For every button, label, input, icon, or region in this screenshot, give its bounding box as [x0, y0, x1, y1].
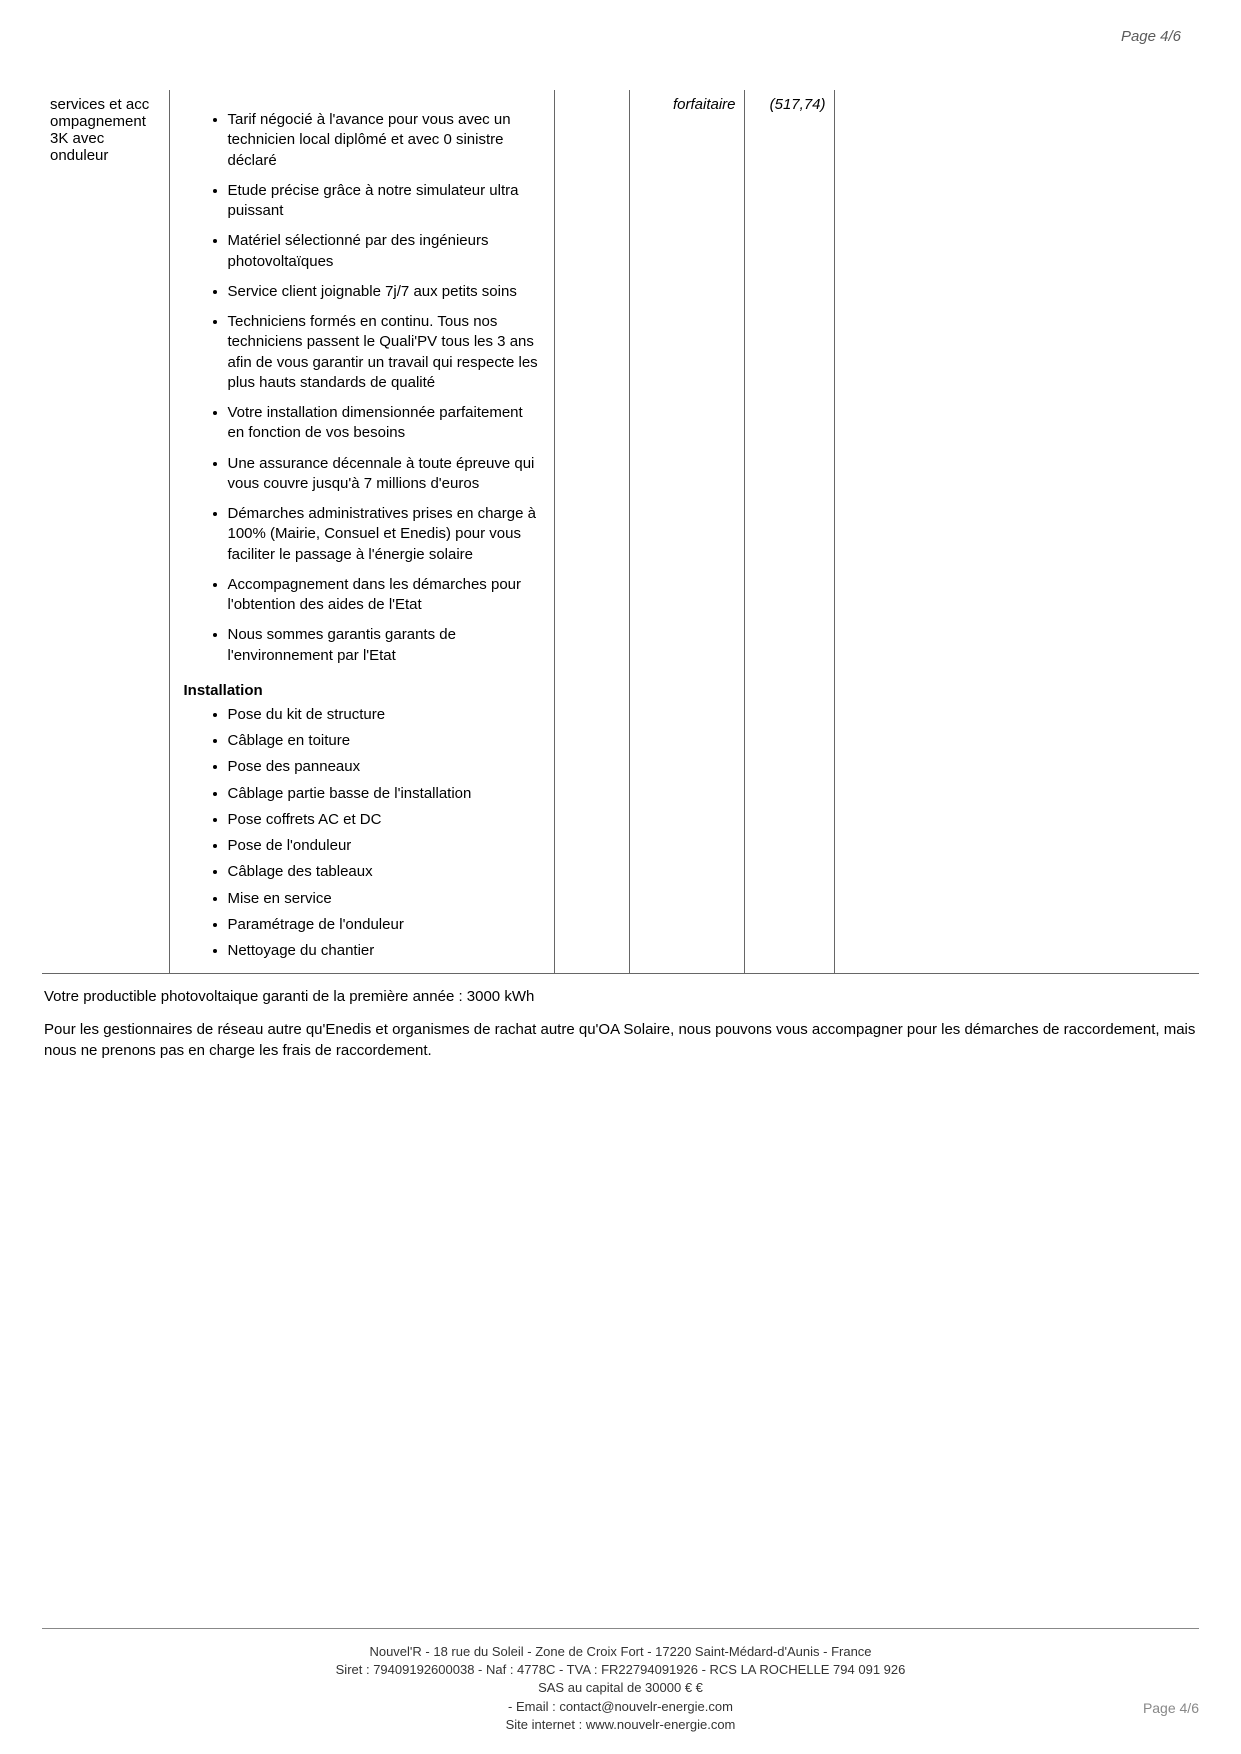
list-item: Démarches administratives prises en char… — [228, 504, 546, 565]
list-item: Matériel sélectionné par des ingénieurs … — [228, 231, 546, 272]
page-number-top: Page 4/6 — [1121, 28, 1181, 45]
list-item: Pose des panneaux — [228, 757, 546, 777]
list-item: Etude précise grâce à notre simulateur u… — [228, 181, 546, 222]
last-cell — [834, 90, 1199, 974]
note-line-1: Votre productible photovoltaique garanti… — [44, 986, 1199, 1007]
content-area: services et acc ompagnement 3K avec ondu… — [42, 90, 1199, 1073]
row-label-cell: services et acc ompagnement 3K avec ondu… — [42, 90, 169, 974]
list-item: Paramétrage de l'onduleur — [228, 915, 546, 935]
notes-section: Votre productible photovoltaique garanti… — [42, 986, 1199, 1061]
list-item: Nettoyage du chantier — [228, 941, 546, 961]
price-cell: (517,74) — [744, 90, 834, 974]
services-table: services et acc ompagnement 3K avec ondu… — [42, 90, 1199, 974]
installation-heading: Installation — [178, 682, 546, 699]
list-item: Accompagnement dans les démarches pour l… — [228, 575, 546, 616]
installation-bullet-list: Pose du kit de structure Câblage en toitu… — [178, 705, 546, 962]
footer-capital: SAS au capital de 30000 € € — [42, 1679, 1199, 1697]
description-content: Tarif négocié à l'avance pour vous avec … — [178, 110, 546, 961]
list-item: Câblage en toiture — [228, 731, 546, 751]
page-number-bottom: Page 4/6 — [1143, 1700, 1199, 1716]
list-item: Mise en service — [228, 889, 546, 909]
list-item: Pose du kit de structure — [228, 705, 546, 725]
main-bullet-list: Tarif négocié à l'avance pour vous avec … — [178, 110, 546, 666]
list-item: Tarif négocié à l'avance pour vous avec … — [228, 110, 546, 171]
footer-text-block: Nouvel'R - 18 rue du Soleil - Zone de Cr… — [42, 1643, 1199, 1734]
list-item: Câblage des tableaux — [228, 862, 546, 882]
row-label: services et acc ompagnement 3K avec ondu… — [50, 96, 149, 164]
list-item: Câblage partie basse de l'installation — [228, 784, 546, 804]
unit-text: forfaitaire — [673, 96, 736, 113]
page-header: Page 4/6 — [1121, 28, 1181, 45]
unit-cell: forfaitaire — [629, 90, 744, 974]
table-row: services et acc ompagnement 3K avec ondu… — [42, 90, 1199, 974]
blank-cell — [554, 90, 629, 974]
list-item: Pose de l'onduleur — [228, 836, 546, 856]
description-cell: Tarif négocié à l'avance pour vous avec … — [169, 90, 554, 974]
list-item: Techniciens formés en continu. Tous nos … — [228, 312, 546, 393]
footer-registration: Siret : 79409192600038 - Naf : 4778C - T… — [42, 1661, 1199, 1679]
list-item: Pose coffrets AC et DC — [228, 810, 546, 830]
footer-divider — [42, 1628, 1199, 1629]
list-item: Votre installation dimensionnée parfaite… — [228, 403, 546, 444]
list-item: Nous sommes garantis garants de l'enviro… — [228, 625, 546, 666]
note-line-2: Pour les gestionnaires de réseau autre q… — [44, 1019, 1199, 1061]
footer-email: - Email : contact@nouvelr-energie.com — [42, 1698, 1199, 1716]
footer-website: Site internet : www.nouvelr-energie.com — [42, 1716, 1199, 1734]
price-text: (517,74) — [770, 96, 826, 113]
list-item: Service client joignable 7j/7 aux petits… — [228, 282, 546, 302]
footer-address: Nouvel'R - 18 rue du Soleil - Zone de Cr… — [42, 1643, 1199, 1661]
page-footer: Nouvel'R - 18 rue du Soleil - Zone de Cr… — [42, 1628, 1199, 1734]
list-item: Une assurance décennale à toute épreuve … — [228, 454, 546, 495]
